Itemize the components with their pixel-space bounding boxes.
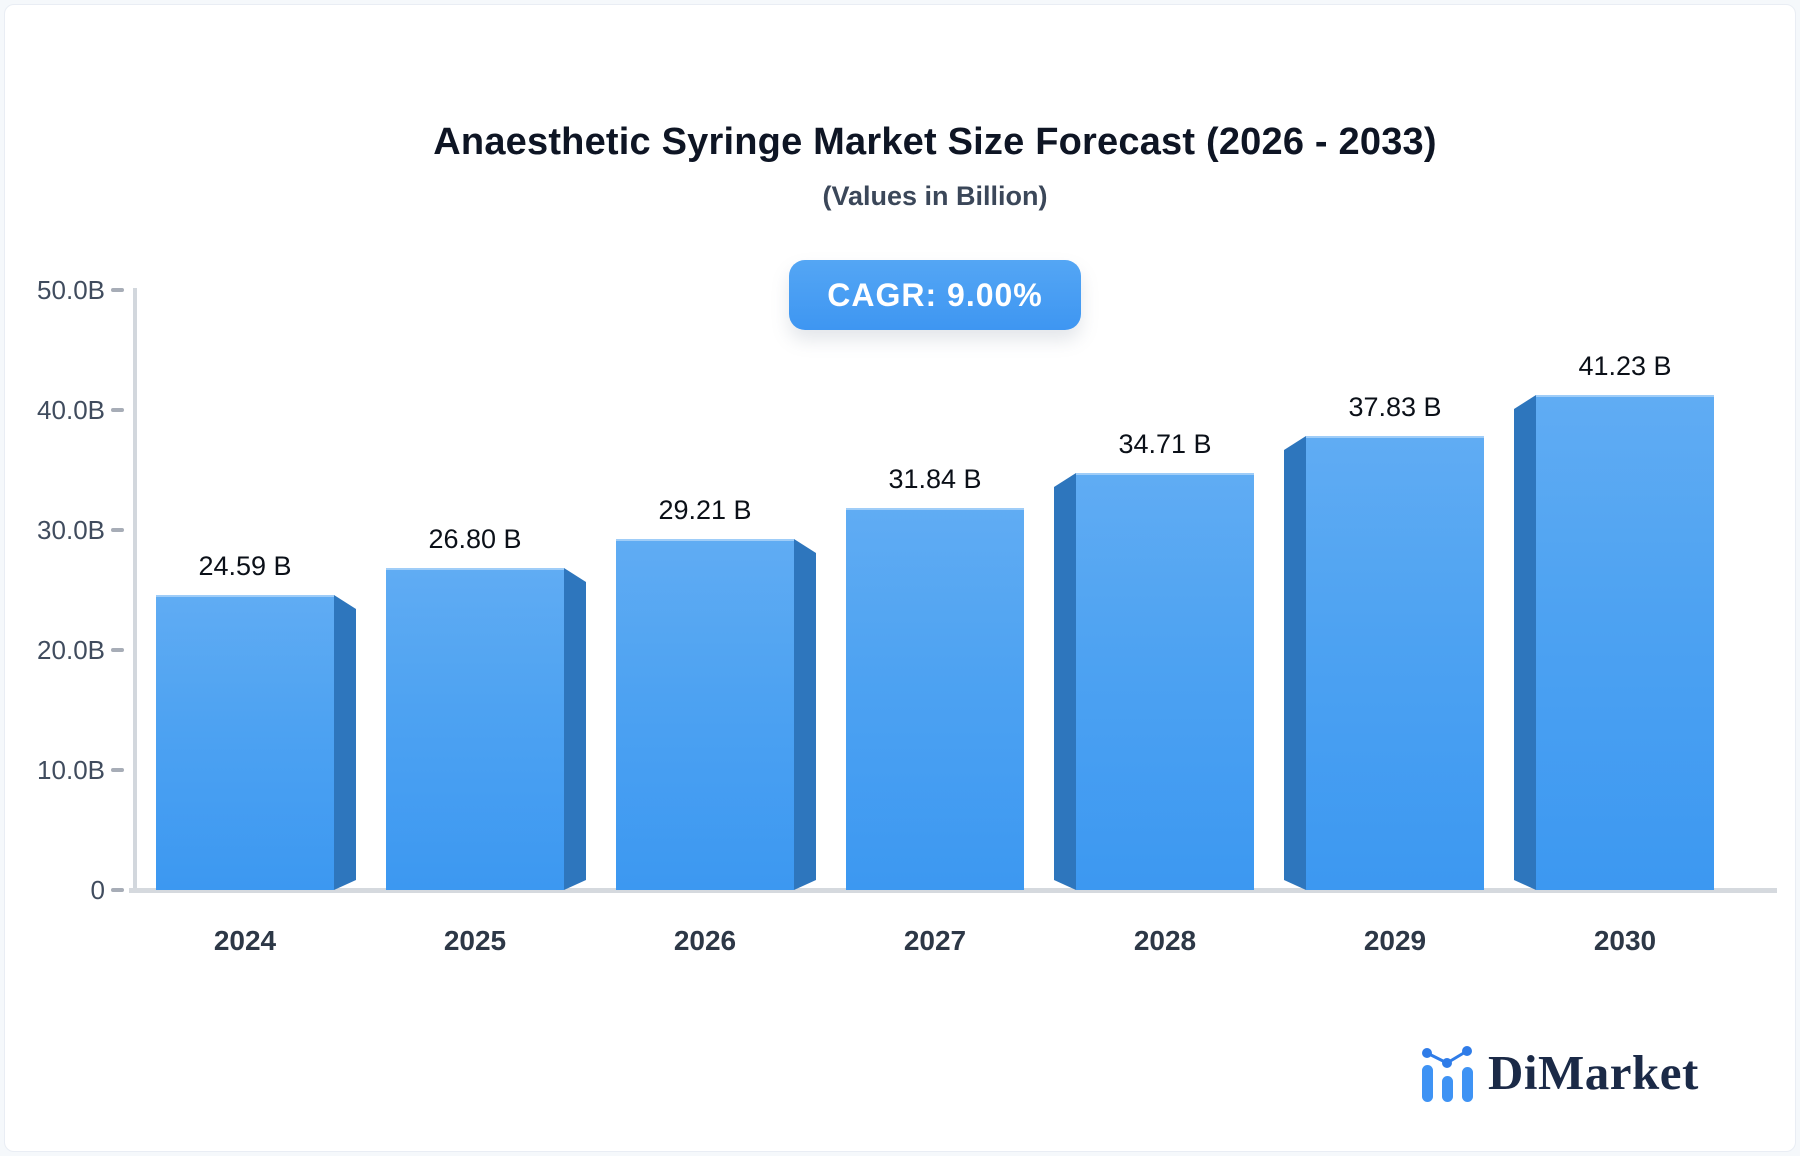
chart-header: Anaesthetic Syringe Market Size Forecast… xyxy=(65,5,1800,211)
y-axis-tick xyxy=(111,768,124,772)
y-axis-tick-label: 20.0B xyxy=(37,635,105,665)
y-axis-tick xyxy=(111,888,124,892)
bar-2029 xyxy=(1306,436,1484,890)
plot-area: 50.0B 40.0B 30.0B 20.0B 10.0B 0 24.59 B 2024 26.… xyxy=(5,5,1795,1151)
x-axis-label: 2026 xyxy=(673,925,737,956)
dimarket-logo-text: DiMarket xyxy=(1488,1045,1699,1100)
bar-3d-side xyxy=(1284,436,1306,890)
bar-3d-side xyxy=(1514,395,1536,890)
bar-2027 xyxy=(846,508,1024,890)
bar-2024 xyxy=(156,595,334,890)
y-axis-tick-label: 50.0B xyxy=(37,275,105,305)
bar-2025 xyxy=(386,568,564,890)
bar-value-label: 26.80 B xyxy=(428,524,522,554)
bar-value-label: 29.21 B xyxy=(658,495,752,525)
x-axis-label: 2024 xyxy=(213,925,277,956)
y-axis-tick-label: 40.0B xyxy=(37,395,105,425)
bar-3d-side xyxy=(564,568,586,890)
y-axis-tick xyxy=(111,648,124,652)
y-axis-tick xyxy=(111,408,124,412)
y-axis-tick-label: 30.0B xyxy=(37,515,105,545)
cagr-badge: CAGR: 9.00% xyxy=(789,260,1081,330)
x-axis-label: 2027 xyxy=(903,925,967,956)
bar-3d-side xyxy=(334,595,356,890)
cagr-badge-label: CAGR: 9.00% xyxy=(827,277,1043,313)
bar-value-label: 24.59 B xyxy=(198,551,292,581)
bar-value-label: 34.71 B xyxy=(1118,429,1212,459)
bar-3d-side xyxy=(794,539,816,890)
x-axis-label: 2030 xyxy=(1593,925,1657,956)
brand-logo: DiMarket xyxy=(1421,1041,1699,1105)
bar-2026 xyxy=(616,539,794,890)
dimarket-logo-icon xyxy=(1422,1046,1473,1102)
x-axis-label: 2028 xyxy=(1133,925,1197,956)
bar-2030 xyxy=(1536,395,1714,890)
bar-3d-side xyxy=(1054,473,1076,890)
x-axis-label: 2025 xyxy=(443,925,507,956)
x-axis-line xyxy=(129,888,1777,893)
bar-value-label: 41.23 B xyxy=(1578,351,1672,381)
y-axis-tick xyxy=(111,288,124,292)
chart-card: Anaesthetic Syringe Market Size Forecast… xyxy=(4,4,1796,1152)
bar-2028 xyxy=(1076,473,1254,890)
chart-subtitle: (Values in Billion) xyxy=(822,181,1048,211)
bar-value-label: 37.83 B xyxy=(1348,392,1442,422)
cagr-badge-row: CAGR: 9.00% xyxy=(65,260,1800,330)
y-axis-line xyxy=(133,288,137,890)
y-axis-tick-label: 10.0B xyxy=(37,755,105,785)
bar-value-label: 31.84 B xyxy=(888,464,982,494)
y-axis-tick-label: 0 xyxy=(90,875,105,905)
y-axis-tick xyxy=(111,528,124,532)
chart-title: Anaesthetic Syringe Market Size Forecast… xyxy=(433,121,1437,163)
x-axis-label: 2029 xyxy=(1363,925,1427,956)
